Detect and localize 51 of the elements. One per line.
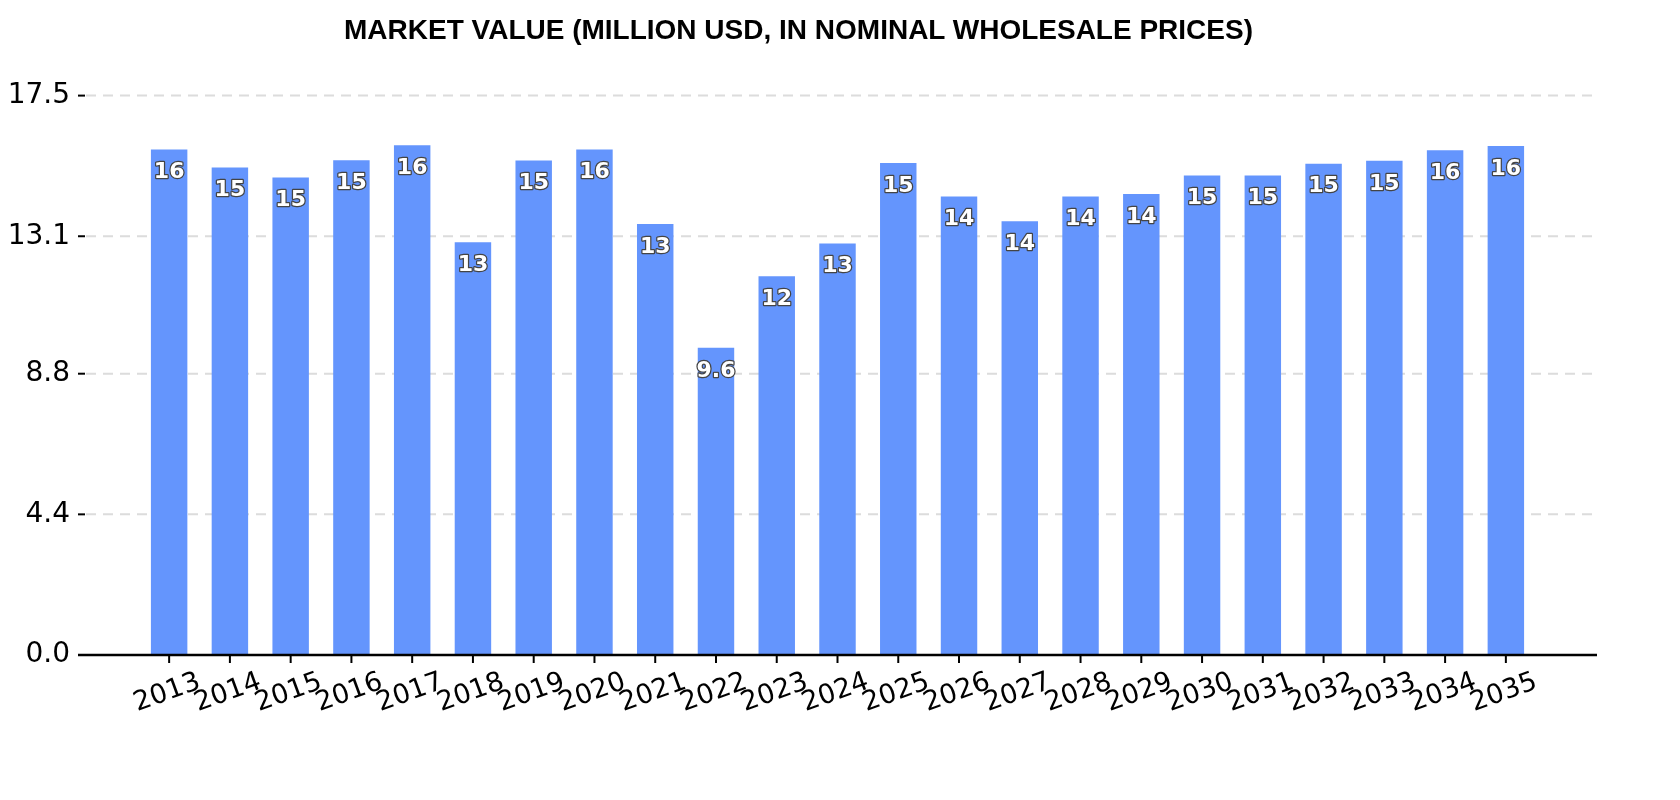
data-label: 15 [1186,184,1218,210]
data-label: 14 [1125,202,1157,228]
data-label: 15 [336,168,367,194]
bar [272,177,309,655]
bar [1001,221,1039,655]
data-label: 16 [1429,158,1461,184]
data-label: 13 [822,252,853,278]
data-label: 15 [518,169,550,195]
bar [1305,163,1342,655]
bar [1062,196,1099,655]
bar [1426,150,1464,655]
data-label: 12 [761,284,793,310]
data-label: 14 [1004,229,1036,255]
data-label: 15 [1247,184,1279,210]
data-label: 15 [214,176,246,202]
bar [1244,175,1282,655]
y-tick-label: 8.8 [25,354,70,388]
bar [819,243,856,655]
bar [880,163,917,655]
data-label: 14 [943,205,975,231]
data-label: 13 [639,232,671,258]
bar [636,224,674,655]
chart-title: MARKET VALUE (MILLION USD, IN NOMINAL WHOLESALE PRICES) [344,13,1253,45]
y-tick-label: 4.4 [25,495,70,529]
data-label: 16 [396,153,428,179]
bar [1183,175,1221,655]
bar [1487,146,1525,655]
bar [940,196,978,655]
data-label: 15 [275,186,306,212]
data-label: 15 [1369,169,1400,195]
bar [454,242,492,655]
y-tick-label: 17.5 [7,76,70,110]
data-label: 16 [1490,154,1522,180]
bar [576,149,613,655]
bar [393,145,431,655]
y-tick-label: 13.1 [7,217,70,251]
bar [211,167,249,655]
data-label: 16 [153,158,185,184]
data-label: 16 [579,158,610,184]
data-label: 15 [882,171,914,197]
bar [515,160,552,655]
bar [150,149,188,655]
bar [697,347,735,655]
bar [758,276,795,655]
data-label: 15 [1308,172,1339,198]
data-label: 13 [457,251,489,277]
y-tick-label: 0.0 [25,636,70,670]
data-label: 14 [1065,205,1096,231]
bar [1366,160,1403,655]
bar [333,160,370,655]
bar [1123,194,1160,655]
